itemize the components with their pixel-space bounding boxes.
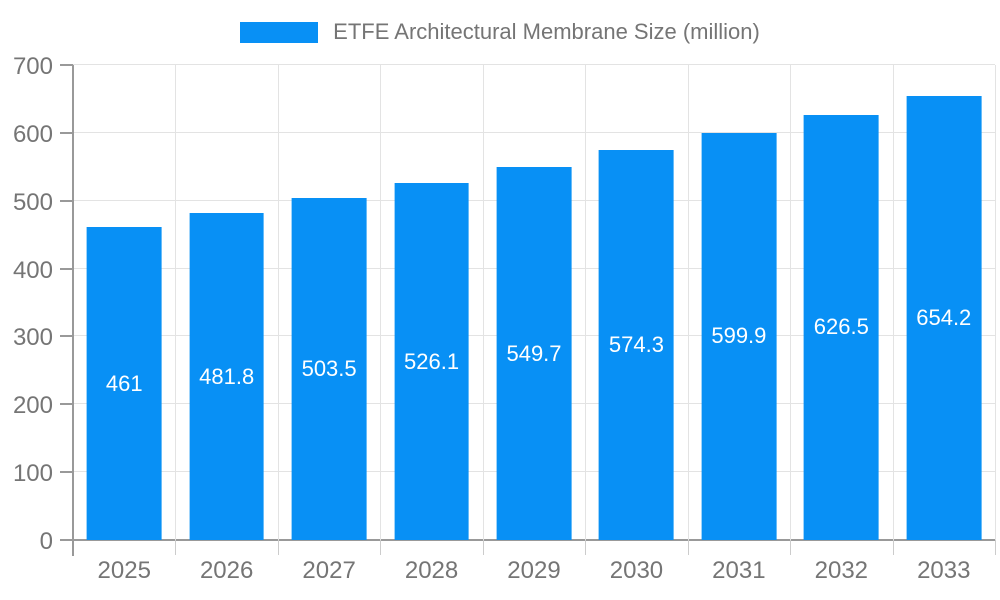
x-axis-tick xyxy=(790,540,792,555)
x-axis-category-label: 2026 xyxy=(199,557,254,584)
y-axis-labels: 0 100 200 300 400 500 600 700 xyxy=(0,53,73,555)
bar[interactable]: 626.5 xyxy=(803,114,879,540)
y-axis-tick-label: 100 xyxy=(12,460,53,488)
bar[interactable]: 654.2 xyxy=(906,96,982,540)
bar[interactable]: 503.5 xyxy=(291,198,367,540)
gridline-horizontal xyxy=(73,131,995,133)
bar-value-label: 599.9 xyxy=(711,323,767,349)
y-axis-tick-label: 500 xyxy=(12,188,53,216)
bar-value-label: 626.5 xyxy=(813,314,869,340)
gridline-vertical xyxy=(790,65,792,540)
x-axis-tick xyxy=(277,540,279,555)
x-axis-tick xyxy=(995,540,996,555)
x-axis-category-label: 2033 xyxy=(917,557,971,584)
y-axis-tick-label: 0 xyxy=(39,528,53,555)
x-axis-line xyxy=(73,539,995,541)
y-axis-tick xyxy=(60,471,73,474)
bar[interactable]: 599.9 xyxy=(701,132,777,540)
y-axis-tick xyxy=(60,64,73,66)
y-axis-line xyxy=(72,65,74,556)
y-axis-tick xyxy=(60,131,73,134)
legend-swatch[interactable] xyxy=(240,21,319,43)
x-axis-tick xyxy=(585,540,587,555)
bar[interactable]: 574.3 xyxy=(599,150,674,540)
plot-area: 461 481.8 503.5 526.1 549.7 574.3 599.9 626.5 65… xyxy=(72,64,996,556)
bar[interactable]: 481.8 xyxy=(189,213,265,540)
legend-label: ETFE Architectural Membrane Size (millio… xyxy=(333,19,760,44)
bar-value-label: 503.5 xyxy=(301,356,357,382)
y-axis-tick-label: 600 xyxy=(12,120,53,148)
y-axis-tick xyxy=(60,403,73,406)
y-axis-tick xyxy=(60,267,73,270)
x-axis-tick xyxy=(892,540,894,555)
x-axis-category-label: 2031 xyxy=(712,557,766,584)
x-axis-tick xyxy=(482,540,484,555)
x-axis-tick xyxy=(175,540,177,555)
x-axis-labels: 2025 2026 2027 2028 2029 2030 2031 2032 2033 xyxy=(73,540,995,600)
bar[interactable]: 549.7 xyxy=(496,167,572,540)
y-axis-tick xyxy=(60,539,73,541)
bar-value-label: 654.2 xyxy=(916,305,972,331)
x-axis-category-label: 2030 xyxy=(609,557,664,584)
x-axis-tick xyxy=(687,540,689,555)
gridline-vertical xyxy=(277,65,279,540)
gridline-vertical xyxy=(585,65,587,540)
bar-value-label: 549.7 xyxy=(506,340,562,366)
y-axis-tick xyxy=(60,199,73,202)
bar-value-label: 461 xyxy=(105,370,143,396)
y-axis-tick-label: 700 xyxy=(12,53,53,80)
bar-value-label: 526.1 xyxy=(404,348,460,374)
bar-value-label: 574.3 xyxy=(608,332,664,358)
gridline-vertical xyxy=(175,65,177,540)
bar[interactable]: 461 xyxy=(86,227,162,540)
gridline-vertical xyxy=(687,65,689,540)
x-axis-category-label: 2027 xyxy=(302,557,356,584)
bar[interactable]: 526.1 xyxy=(394,183,469,540)
x-axis-tick xyxy=(380,540,382,555)
gridline-vertical xyxy=(482,65,484,540)
gridline-horizontal xyxy=(73,64,995,65)
bar-value-label: 481.8 xyxy=(199,363,255,389)
y-axis-tick xyxy=(60,335,73,338)
x-axis-category-label: 2028 xyxy=(404,557,459,584)
gridline-vertical xyxy=(380,65,382,540)
gridline-vertical xyxy=(892,65,894,540)
legend[interactable]: ETFE Architectural Membrane Size (millio… xyxy=(0,19,1000,44)
y-axis-tick-label: 400 xyxy=(12,256,53,284)
y-axis-tick-label: 200 xyxy=(12,392,53,420)
gridline-vertical xyxy=(995,65,996,540)
x-axis-category-label: 2029 xyxy=(507,557,561,584)
x-axis-category-label: 2025 xyxy=(97,557,151,584)
x-axis-category-label: 2032 xyxy=(814,557,869,584)
y-axis-tick-label: 300 xyxy=(12,324,53,352)
